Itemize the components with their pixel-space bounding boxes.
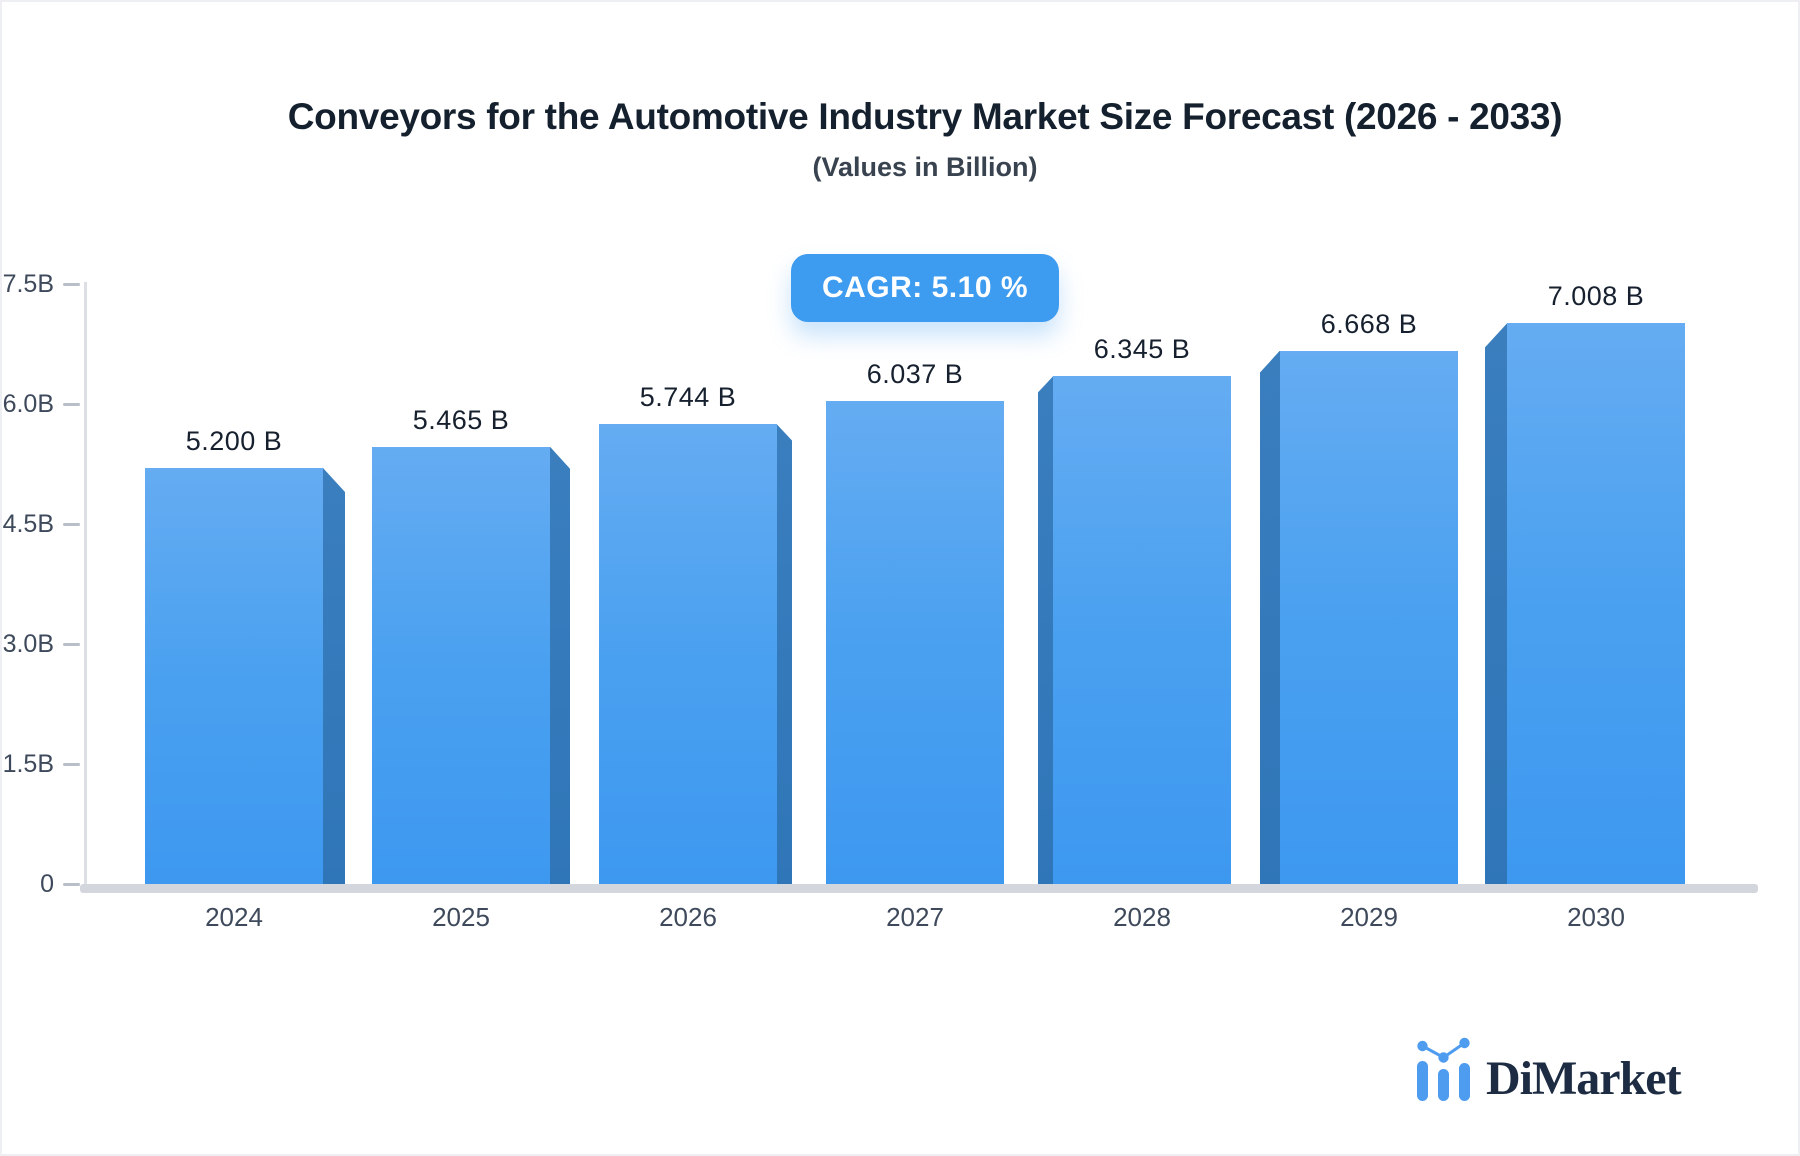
bar-face-2027 bbox=[826, 401, 1004, 884]
dimarket-logo: DiMarket bbox=[1415, 1036, 1682, 1106]
bar-value-label-2024: 5.200 B bbox=[185, 426, 283, 456]
y-tick-mark bbox=[63, 282, 80, 286]
cagr-badge-label: CAGR: 5.10 % bbox=[821, 271, 1029, 304]
bar-2027: 6.037 B bbox=[826, 359, 1004, 884]
x-tick-label-2030: 2030 bbox=[1567, 902, 1625, 932]
y-tick-label-3.0B: 3.0B bbox=[2, 630, 54, 658]
chart-subtitle: (Values in Billion) bbox=[812, 152, 1038, 182]
x-tick-label-2027: 2027 bbox=[886, 902, 944, 932]
bar-value-label-2027: 6.037 B bbox=[866, 359, 964, 390]
x-tick-label-2028: 2028 bbox=[1113, 902, 1171, 932]
bar-3d-side-2026 bbox=[777, 424, 792, 884]
bar-face-2029 bbox=[1280, 350, 1458, 884]
y-tick-label-6.0B: 6.0B bbox=[2, 390, 54, 418]
x-tick-label-2029: 2029 bbox=[1340, 902, 1398, 932]
y-tick-mark bbox=[63, 402, 80, 406]
y-tick-label-1.5B: 1.5B bbox=[2, 750, 54, 778]
bar-face-2030 bbox=[1507, 323, 1685, 884]
y-tick-mark bbox=[63, 762, 80, 766]
bar-face-2026 bbox=[599, 424, 777, 884]
bar-2026: 5.744 B bbox=[599, 382, 792, 884]
bar-3d-side-2024 bbox=[323, 468, 345, 884]
chart-header: Conveyors for the Automotive Industry Ma… bbox=[60, 0, 1790, 182]
bar-face-2028 bbox=[1053, 376, 1231, 884]
bar-value-label-2030: 7.008 B bbox=[1547, 281, 1645, 312]
chart-title: Conveyors for the Automotive Industry Ma… bbox=[287, 96, 1563, 137]
bar-3d-side-2028 bbox=[1038, 376, 1053, 884]
bar-3d-side-2030 bbox=[1485, 323, 1507, 884]
y-tick-label-4.5B: 4.5B bbox=[2, 510, 54, 538]
x-axis-baseline bbox=[80, 884, 1758, 893]
x-tick-label-2025: 2025 bbox=[432, 902, 490, 932]
bar-value-label-2026: 5.744 B bbox=[639, 382, 737, 413]
bar-2028: 6.345 B bbox=[1038, 334, 1231, 884]
bar-3d-side-2025 bbox=[550, 446, 570, 884]
cagr-badge: CAGR: 5.10 % bbox=[791, 254, 1059, 322]
y-tick-mark bbox=[63, 642, 80, 646]
bar-2024: 5.200 B bbox=[145, 426, 345, 884]
bar-value-label-2028: 6.345 B bbox=[1093, 334, 1191, 365]
bar-2025: 5.465 B bbox=[372, 405, 570, 884]
x-tick-label-2024: 2024 bbox=[205, 902, 263, 932]
bar-face-2025 bbox=[372, 446, 550, 884]
bar-3d-side-2029 bbox=[1260, 350, 1280, 884]
bar-2030: 7.008 B bbox=[1485, 281, 1685, 884]
y-axis-line bbox=[84, 282, 87, 891]
x-tick-label-2026: 2026 bbox=[659, 902, 717, 932]
logo-bar-chart-icon bbox=[1417, 1037, 1470, 1101]
logo-text: DiMarket bbox=[1486, 1052, 1682, 1106]
y-tick-mark bbox=[63, 882, 80, 886]
bar-value-label-2025: 5.465 B bbox=[412, 404, 510, 435]
bar-value-label-2029: 6.668 B bbox=[1320, 308, 1418, 339]
y-tick-label-0: 0 bbox=[40, 870, 54, 898]
y-tick-label-7.5B: 7.5B bbox=[2, 270, 54, 298]
bar-2029: 6.668 B bbox=[1260, 309, 1458, 884]
bar-face-2024 bbox=[145, 468, 323, 884]
y-tick-mark bbox=[63, 522, 80, 526]
